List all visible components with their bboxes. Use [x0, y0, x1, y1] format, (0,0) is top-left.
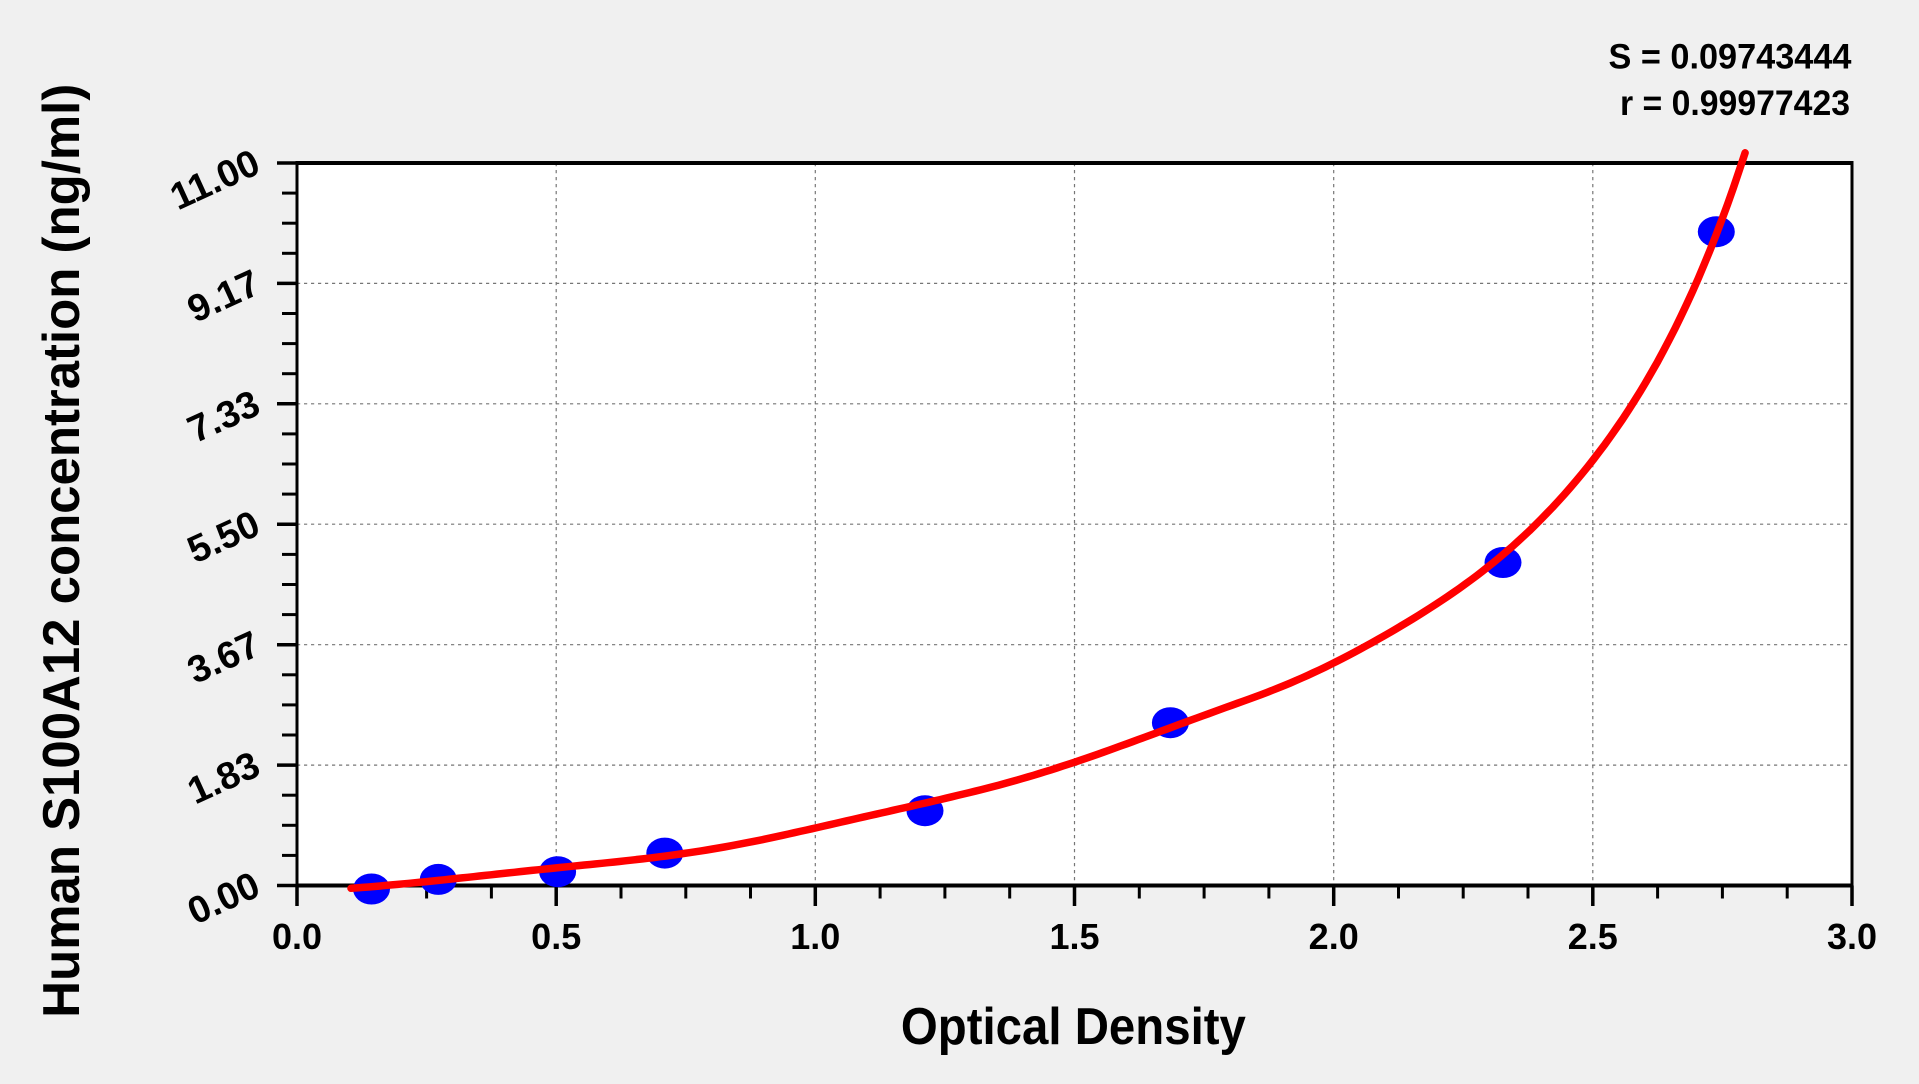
svg-text:Human S100A12 concentration (n: Human S100A12 concentration (ng/ml) [32, 84, 90, 1018]
svg-text:2.0: 2.0 [1309, 916, 1359, 957]
svg-text:1.5: 1.5 [1049, 916, 1099, 957]
svg-text:2.5: 2.5 [1568, 916, 1618, 957]
svg-text:r = 0.99977423: r = 0.99977423 [1620, 84, 1850, 123]
svg-text:0.0: 0.0 [272, 916, 322, 957]
svg-text:1.0: 1.0 [790, 916, 840, 957]
svg-text:3.0: 3.0 [1827, 916, 1877, 957]
svg-text:Optical Density: Optical Density [901, 998, 1246, 1056]
svg-text:0.5: 0.5 [531, 916, 581, 957]
svg-text:S = 0.09743444: S = 0.09743444 [1609, 38, 1853, 77]
